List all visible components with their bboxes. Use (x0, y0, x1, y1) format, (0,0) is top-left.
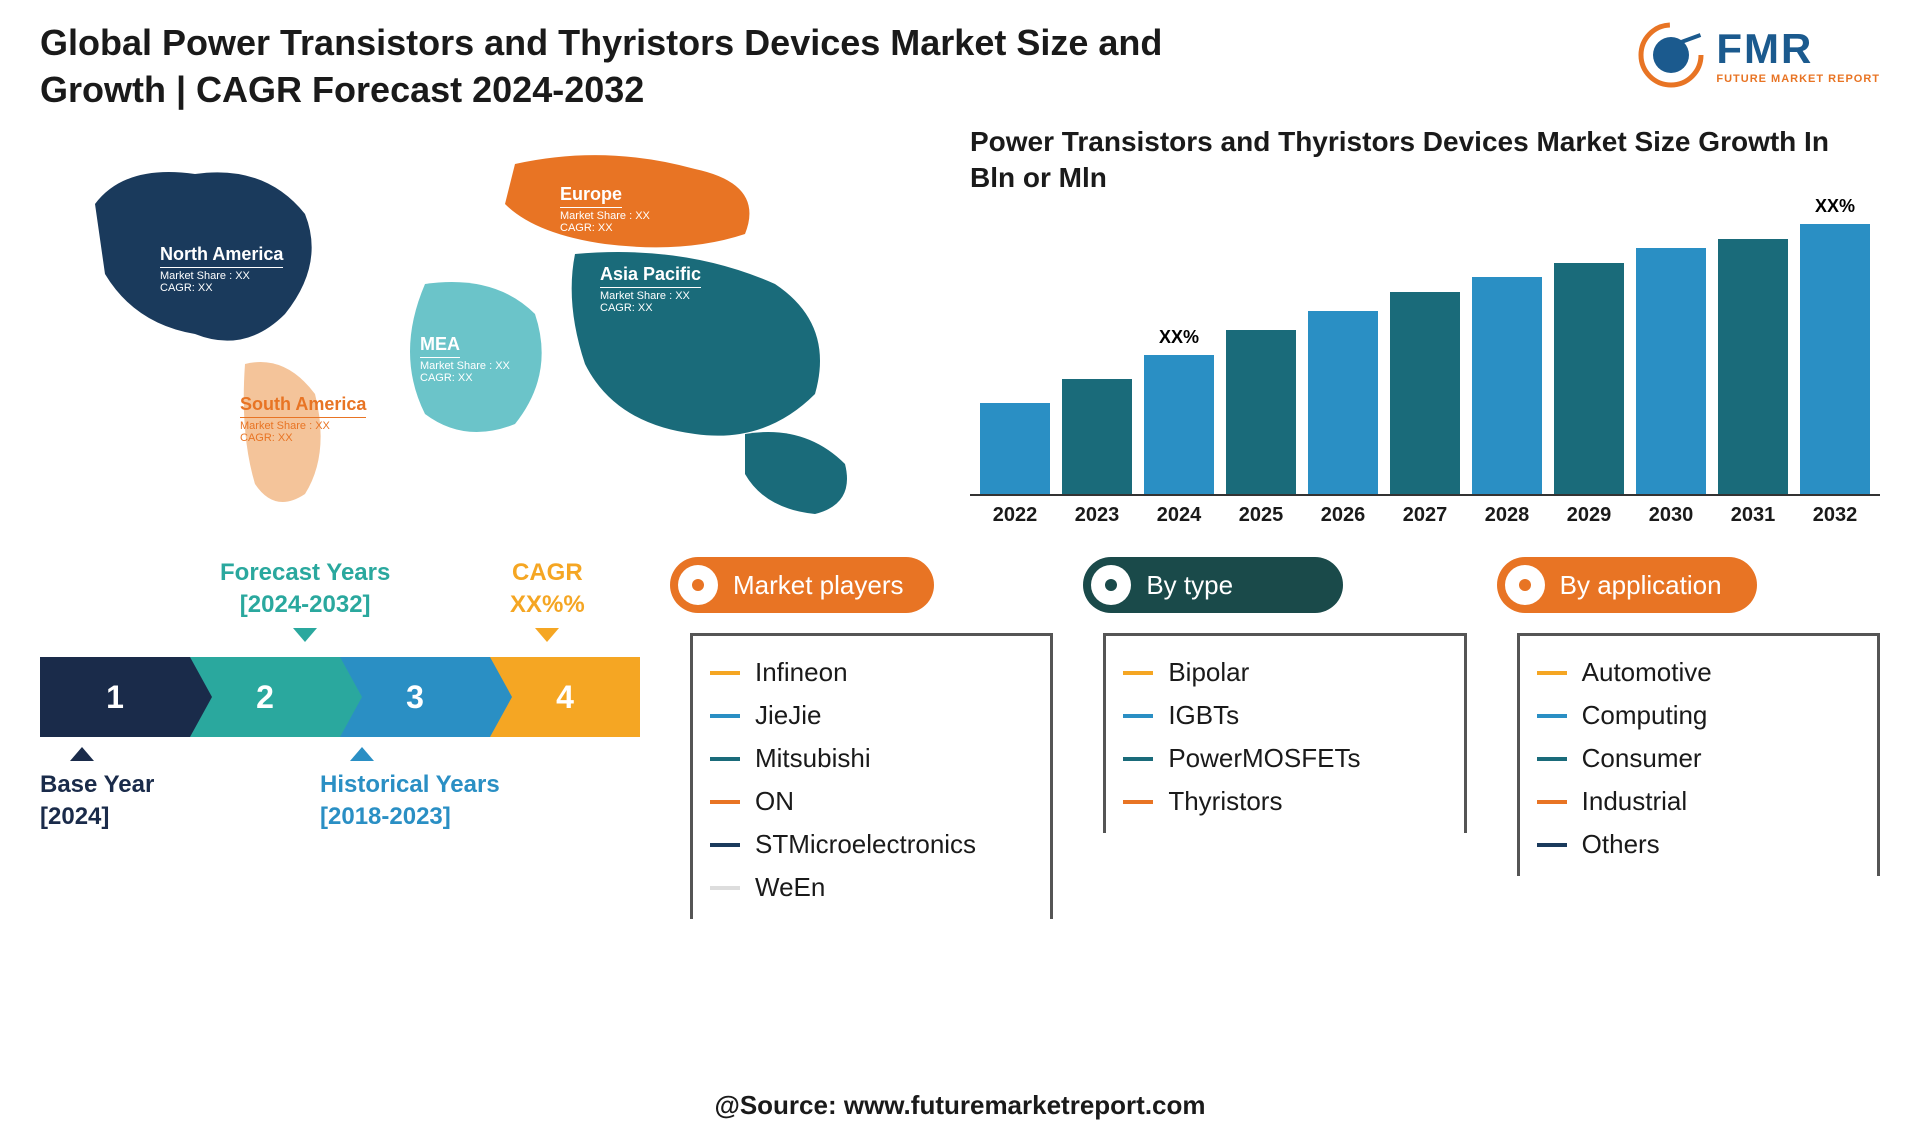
map-svg (40, 124, 950, 524)
bars-container: XX% XX% (970, 216, 1880, 496)
year-label-2029: 2029 (1554, 504, 1624, 527)
year-label-2022: 2022 (980, 504, 1050, 527)
cat-item: Others (1517, 823, 1880, 866)
timeline-segment-1: 1 (40, 657, 190, 737)
category-list: InfineonJieJieMitsubishiONSTMicroelectro… (690, 633, 1053, 909)
timeline-segment-3: 3 (340, 657, 490, 737)
cat-item: Thyristors (1103, 780, 1466, 823)
timeline-segment-2: 2 (190, 657, 340, 737)
callout-base-year: Base Year[2024] (40, 747, 154, 831)
cat-item: Automotive (1517, 651, 1880, 694)
chart-title: Power Transistors and Thyristors Devices… (970, 124, 1880, 197)
year-labels-row: 2022 2023 2024 2025 2026 2027 2028 2029 2030 2031… (970, 496, 1880, 527)
lower-row: Forecast Years[2024-2032] CAGRXX%% 1234 B… (40, 557, 1880, 909)
cat-item: WeEn (690, 866, 1053, 909)
cat-item: Infineon (690, 651, 1053, 694)
region-label-asia-pacific: Asia PacificMarket Share : XXCAGR: XX (600, 264, 701, 314)
bar-2032: XX% (1800, 224, 1870, 494)
category-by-application: By application AutomotiveComputingConsume… (1497, 557, 1880, 909)
cat-item: IGBTs (1103, 694, 1466, 737)
category-market-players: Market players InfineonJieJieMitsubishiON… (670, 557, 1053, 909)
callout-historical-years: Historical Years[2018-2023] (320, 747, 500, 831)
upper-row: North AmericaMarket Share : XXCAGR: XX So… (40, 124, 1880, 528)
cat-item: Bipolar (1103, 651, 1466, 694)
category-pill: By application (1497, 557, 1757, 613)
cat-item: Consumer (1517, 737, 1880, 780)
bar-2026 (1308, 311, 1378, 494)
year-label-2025: 2025 (1226, 504, 1296, 527)
bar-2031 (1718, 239, 1788, 495)
category-by-type: By type BipolarIGBTsPowerMOSFETsThyristor… (1083, 557, 1466, 909)
timeline: Forecast Years[2024-2032] CAGRXX%% 1234 B… (40, 557, 640, 847)
timeline-segment-4: 4 (490, 657, 640, 737)
year-label-2023: 2023 (1062, 504, 1132, 527)
category-pill: By type (1083, 557, 1343, 613)
bar-2024: XX% (1144, 355, 1214, 495)
bar-2027 (1390, 292, 1460, 495)
bar-2028 (1472, 277, 1542, 494)
year-label-2031: 2031 (1718, 504, 1788, 527)
timeline-top-callouts: Forecast Years[2024-2032] CAGRXX%% (40, 557, 640, 647)
cat-item: PowerMOSFETs (1103, 737, 1466, 780)
callout-forecast-years: Forecast Years[2024-2032] (220, 557, 390, 641)
year-label-2032: 2032 (1800, 504, 1870, 527)
logo-main-text: FMR (1716, 25, 1880, 73)
timeline-bottom-callouts: Base Year[2024] Historical Years[2018-202… (40, 747, 640, 847)
source-attribution: @Source: www.futuremarketreport.com (714, 1090, 1205, 1121)
header: Global Power Transistors and Thyristors … (40, 20, 1880, 114)
year-label-2026: 2026 (1308, 504, 1378, 527)
category-pill: Market players (670, 557, 934, 613)
logo-icon (1636, 20, 1706, 90)
category-list: AutomotiveComputingConsumerIndustrialOth… (1517, 633, 1880, 866)
region-label-north-america: North AmericaMarket Share : XXCAGR: XX (160, 244, 283, 294)
year-label-2030: 2030 (1636, 504, 1706, 527)
cat-item: JieJie (690, 694, 1053, 737)
bar-2022 (980, 403, 1050, 495)
bar-2029 (1554, 263, 1624, 494)
year-label-2027: 2027 (1390, 504, 1460, 527)
bar-chart: Power Transistors and Thyristors Devices… (970, 124, 1880, 528)
bar-2025 (1226, 330, 1296, 494)
region-label-mea: MEAMarket Share : XXCAGR: XX (420, 334, 510, 384)
region-label-europe: EuropeMarket Share : XXCAGR: XX (560, 184, 650, 234)
world-map: North AmericaMarket Share : XXCAGR: XX So… (40, 124, 950, 524)
year-label-2024: 2024 (1144, 504, 1214, 527)
category-list: BipolarIGBTsPowerMOSFETsThyristors (1103, 633, 1466, 823)
cat-item: ON (690, 780, 1053, 823)
logo-sub-text: FUTURE MARKET REPORT (1716, 73, 1880, 85)
year-label-2028: 2028 (1472, 504, 1542, 527)
callout-cagr: CAGRXX%% (510, 557, 585, 641)
cat-item: Computing (1517, 694, 1880, 737)
cat-item: STMicroelectronics (690, 823, 1053, 866)
timeline-bar: 1234 (40, 657, 640, 737)
bar-2030 (1636, 248, 1706, 494)
cat-item: Mitsubishi (690, 737, 1053, 780)
bar-2023 (1062, 379, 1132, 495)
page-title: Global Power Transistors and Thyristors … (40, 20, 1240, 114)
region-label-south-america: South AmericaMarket Share : XXCAGR: XX (240, 394, 366, 444)
cat-item: Industrial (1517, 780, 1880, 823)
logo: FMR FUTURE MARKET REPORT (1636, 20, 1880, 90)
